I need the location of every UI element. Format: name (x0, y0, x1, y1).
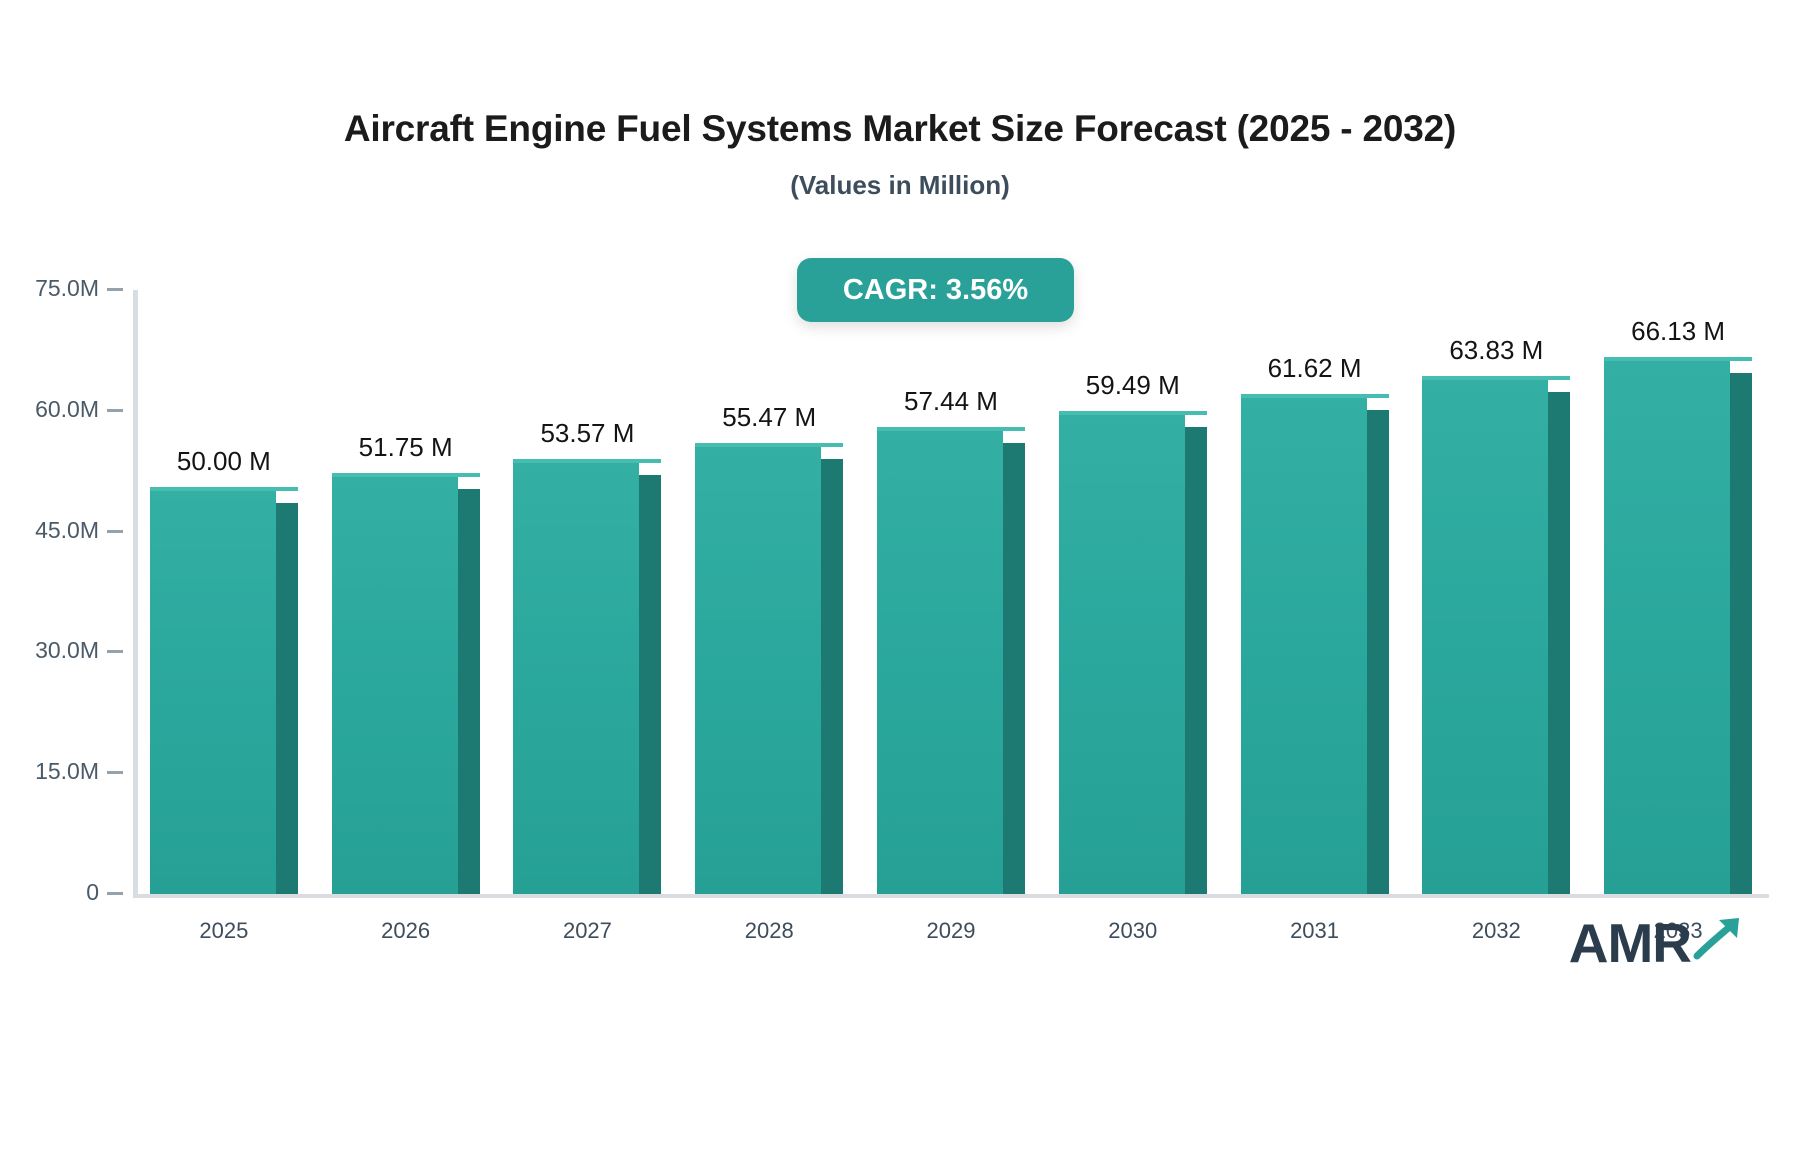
chart-subtitle: (Values in Million) (790, 170, 1010, 200)
bar-top-highlight (331, 473, 480, 478)
y-axis-tick-label: 75.0M (35, 275, 99, 301)
bar-top-highlight (149, 487, 298, 492)
bar-face (1422, 379, 1549, 894)
bar-side-shade (1730, 373, 1753, 894)
bar[interactable]: 51.75 M (331, 290, 480, 894)
y-axis-tick-label: 30.0M (35, 637, 99, 664)
bar-value-label: 50.00 M (176, 446, 271, 477)
bar[interactable]: 63.83 M (1422, 290, 1571, 894)
x-axis-line (133, 894, 1769, 898)
bar[interactable]: 53.57 M (513, 290, 662, 894)
bar[interactable]: 50.00 M (149, 290, 298, 894)
y-axis-tick-mark (107, 288, 123, 291)
x-axis-label: 2032 (1471, 918, 1521, 943)
bar-side-shade (821, 459, 844, 894)
bar-side-shade (1003, 443, 1025, 894)
bar-face (1604, 361, 1731, 894)
bar[interactable]: 57.44 M (877, 290, 1025, 894)
y-axis-line (133, 290, 138, 898)
cagr-badge-label: CAGR: 3.56% (842, 273, 1029, 306)
x-axis-label: 2029 (926, 918, 976, 943)
y-axis-tick-label: 0 (86, 879, 99, 905)
x-axis-label: 2031 (1290, 918, 1340, 943)
y-axis-tick-mark (107, 529, 123, 533)
bar[interactable]: 59.49 M (1058, 290, 1207, 894)
bar-side-shade (639, 474, 662, 894)
amr-logo: AMR (1569, 914, 1745, 971)
bar-top-highlight (1422, 375, 1571, 380)
y-axis-tick-mark (107, 408, 123, 412)
bar-series: 50.00 M 51.75 M 53.57 M 55.47 M 57.44 M 59.49… (133, 290, 1769, 898)
bar-face (877, 431, 1003, 894)
y-axis-tick-mark (107, 892, 123, 895)
bar-side-shade (1548, 391, 1571, 894)
x-axis-label: 2028 (744, 918, 794, 943)
y-axis-tick-label: 60.0M (35, 395, 99, 422)
bar-top-highlight (695, 443, 844, 448)
x-axis-label: 2025 (199, 918, 249, 943)
bar[interactable]: 55.47 M (695, 290, 844, 894)
bar-face (1058, 414, 1185, 894)
plot-area: 50.00 M 51.75 M 53.57 M 55.47 M 57.44 M 59.49… (35, 275, 1769, 943)
bar[interactable]: 61.62 M (1240, 290, 1389, 894)
y-axis-tick-label: 45.0M (35, 516, 99, 543)
amr-logo-text: AMR (1568, 912, 1692, 974)
bar-top-highlight (1240, 393, 1389, 398)
bar-top-highlight (877, 427, 1025, 432)
bar-face (513, 462, 640, 894)
bar-top-highlight (513, 458, 662, 463)
bar-side-shade (457, 489, 480, 894)
bar-top-highlight (1058, 410, 1207, 415)
bar-value-label: 63.83 M (1449, 334, 1544, 365)
bar-value-label: 55.47 M (722, 402, 817, 433)
bar-value-label: 57.44 M (904, 386, 998, 417)
bar-face (149, 491, 276, 894)
bar-value-label: 66.13 M (1631, 316, 1726, 347)
y-axis-tick-mark (107, 650, 123, 654)
bar-side-shade (1184, 426, 1207, 894)
x-axis-label: 2026 (381, 918, 431, 943)
y-axis-tick-label: 15.0M (35, 758, 99, 785)
y-axis-tick-mark (107, 771, 123, 775)
bar-side-shade (1366, 409, 1389, 894)
x-axis-label: 2027 (562, 918, 612, 943)
bar-side-shade (275, 503, 298, 894)
bar-face (695, 447, 822, 894)
bar-value-label: 61.62 M (1267, 352, 1362, 383)
chart-title: Aircraft Engine Fuel Systems Market Size… (343, 108, 1457, 149)
bar-face (331, 477, 458, 894)
bar-top-highlight (1604, 357, 1753, 362)
bar-value-label: 51.75 M (358, 432, 453, 463)
bar-face (1240, 397, 1367, 894)
bar-value-label: 59.49 M (1085, 369, 1180, 400)
arrow-up-right-icon (1693, 914, 1745, 965)
cagr-badge: CAGR: 3.56% (797, 258, 1074, 322)
x-axis-label: 2030 (1108, 918, 1158, 943)
x-axis-label: 2033 (1653, 918, 1703, 943)
bar[interactable]: 66.13 M (1604, 290, 1753, 894)
bar-value-label: 53.57 M (540, 417, 635, 448)
